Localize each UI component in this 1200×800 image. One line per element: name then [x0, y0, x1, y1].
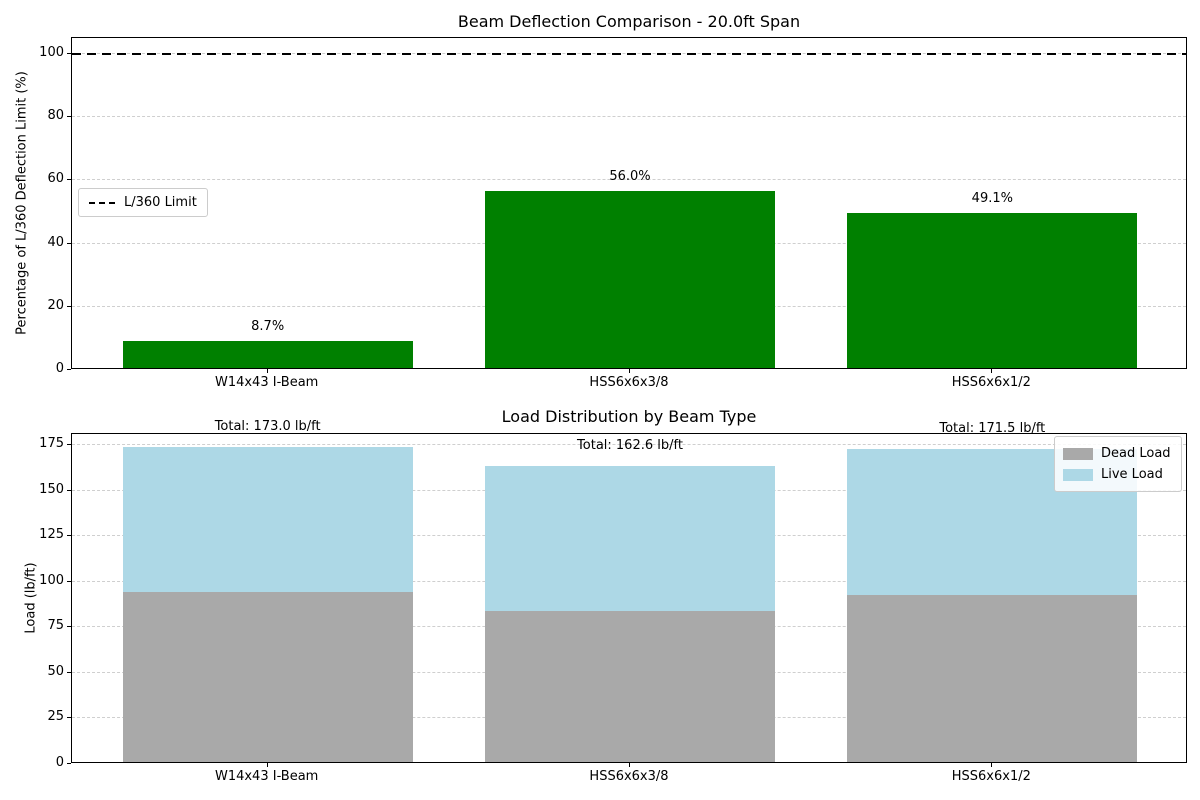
gridline-80 — [72, 116, 1186, 118]
bar-value-label: Total: 173.0 lb/ft — [214, 418, 321, 434]
bar-value-label: 49.1% — [971, 190, 1013, 206]
bar-value-label: 8.7% — [251, 318, 285, 334]
legend-row-dead-load: Dead Load — [1063, 443, 1171, 464]
y-tick-mark — [67, 369, 71, 370]
y-tick-mark — [67, 242, 71, 244]
y-tick-mark — [67, 580, 71, 582]
bar-segment-dead-load — [485, 611, 775, 762]
y-tick-label: 175 — [39, 435, 64, 451]
gridline-175 — [72, 443, 1186, 445]
y-tick-label: 80 — [47, 108, 64, 124]
y-tick-mark — [67, 535, 71, 537]
y-tick-mark — [67, 179, 71, 181]
x-tick-mark — [629, 369, 630, 373]
dead-load-swatch — [1063, 447, 1093, 460]
x-tick-label: HSS6x6x3/8 — [589, 375, 669, 390]
y-tick-mark — [67, 763, 71, 764]
y-tick-label: 40 — [47, 234, 64, 250]
y-tick-mark — [67, 671, 71, 673]
x-tick-mark — [266, 369, 268, 373]
y-tick-mark — [67, 626, 71, 628]
bar-segment-dead-load — [122, 592, 413, 762]
x-tick-mark — [629, 763, 630, 767]
bar-segment-deflection-percentage — [122, 340, 413, 368]
deflection-legend: L/360 Limit — [78, 188, 208, 217]
y-tick-label: 0 — [55, 361, 64, 376]
bar-segment-live-load — [485, 465, 775, 612]
y-tick-label: 100 — [39, 44, 64, 60]
gridline-60 — [72, 179, 1186, 181]
y-tick-mark — [67, 305, 71, 307]
x-tick-mark — [991, 763, 993, 767]
bar-segment-deflection-percentage — [847, 212, 1138, 368]
bar-segment-live-load — [122, 446, 413, 593]
load-plot-area: Total: 173.0 lb/ft Total: 162.6 lb/ft Tota… — [71, 419, 1187, 763]
x-tick-mark — [266, 763, 268, 767]
y-tick-mark — [67, 717, 71, 719]
deflection-plot-area: 8.7% 56.0% 49.1% — [71, 37, 1187, 369]
y-tick-label: 0 — [55, 755, 64, 770]
x-tick-label: HSS6x6x3/8 — [589, 769, 669, 784]
load-legend: Dead Load Live Load — [1054, 436, 1182, 492]
y-tick-label: 125 — [39, 527, 64, 543]
x-tick-label: HSS6x6x1/2 — [951, 375, 1031, 390]
y-tick-mark — [67, 52, 71, 54]
x-tick-label: HSS6x6x1/2 — [951, 769, 1031, 784]
legend-label-l360-limit: L/360 Limit — [124, 195, 197, 210]
bar-segment-deflection-percentage — [485, 190, 775, 368]
legend-row-live-load: Live Load — [1063, 464, 1171, 485]
x-tick-label: W14x43 I-Beam — [214, 375, 319, 390]
bar-segment-dead-load — [847, 595, 1138, 762]
y-tick-label: 60 — [47, 171, 64, 187]
live-load-swatch — [1063, 468, 1093, 481]
legend-label-dead-load: Dead Load — [1101, 446, 1171, 461]
y-tick-label: 50 — [47, 663, 64, 679]
legend-label-live-load: Live Load — [1101, 467, 1163, 482]
load-chart-title: Load Distribution by Beam Type — [501, 407, 757, 426]
y-tick-label: 75 — [47, 618, 64, 634]
deflection-chart-title: Beam Deflection Comparison - 20.0ft Span — [457, 12, 801, 31]
threshold-line — [72, 52, 1186, 55]
bar-value-label: 56.0% — [609, 168, 651, 184]
y-tick-mark — [67, 489, 71, 491]
y-tick-mark — [67, 116, 71, 118]
bar-value-label: Total: 171.5 lb/ft — [939, 421, 1046, 437]
x-tick-label: W14x43 I-Beam — [214, 769, 319, 784]
bar-value-label: Total: 162.6 lb/ft — [577, 437, 683, 453]
y-tick-label: 100 — [39, 572, 64, 588]
y-tick-mark — [67, 443, 71, 445]
y-tick-label: 150 — [39, 481, 64, 497]
y-tick-label: 25 — [47, 709, 64, 725]
x-tick-mark — [991, 369, 993, 373]
dashed-line-swatch — [89, 201, 116, 204]
y-tick-label: 20 — [47, 297, 64, 313]
